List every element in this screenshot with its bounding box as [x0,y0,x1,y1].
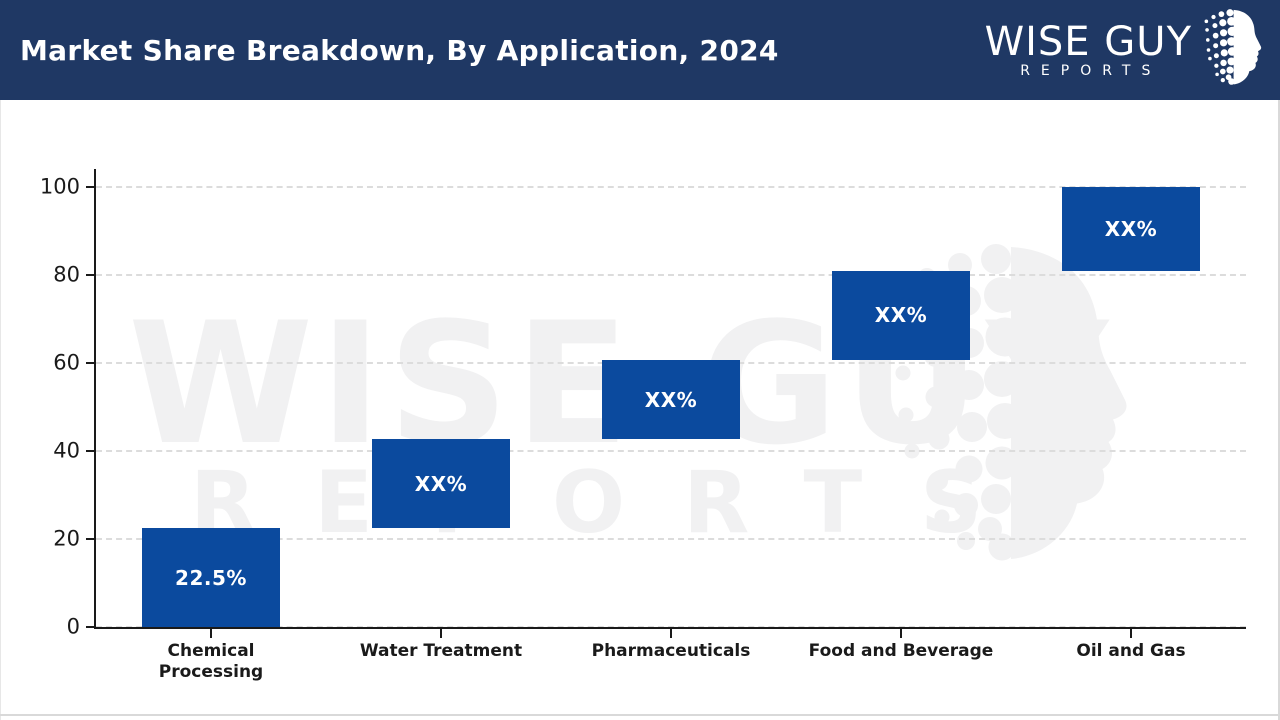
y-gridline [96,538,1246,540]
bar-value-label: XX% [1104,217,1158,242]
bar-value-label: XX% [644,387,698,412]
y-tick-label: 40 [53,438,80,463]
x-tick-mark [900,629,902,638]
bar-chemical-processing: 22.5% [142,528,280,627]
logo-wordmark: WISE GUY [984,19,1192,65]
y-tick-label: 60 [53,350,80,375]
bar-water-treatment: XX% [372,439,510,528]
x-axis-spine [94,627,1246,629]
y-tick-mark [86,274,94,276]
y-tick-label: 80 [53,262,80,287]
logo-subtext: REPORTS [1020,63,1162,79]
x-axis-label: Oil and Gas [1076,641,1186,661]
page-title: Market Share Breakdown, By Application, … [20,33,779,67]
x-tick-mark [670,629,672,638]
y-tick-mark [86,626,94,628]
logo-text: WISE GUY REPORTS [985,22,1192,78]
card-left-border [0,100,1,720]
bar-oil-and-gas: XX% [1062,187,1200,272]
x-axis-label: Chemical Processing [158,641,264,683]
y-tick-label: 100 [39,174,80,199]
card-right-border [1278,100,1280,720]
y-tick-mark [86,362,94,364]
bar-value-label: XX% [414,471,468,496]
bar-value-label: XX% [874,303,928,328]
y-tick-mark [86,450,94,452]
y-tick-mark [86,538,94,540]
dotted-head-logo-icon [1194,7,1266,93]
y-tick-label: 0 [66,614,80,639]
x-axis-label: Pharmaceuticals [591,641,751,661]
y-gridline [96,450,1246,452]
x-tick-mark [210,629,212,638]
y-axis-spine [94,169,96,629]
bar-pharmaceuticals: XX% [602,359,740,440]
y-gridline [96,274,1246,276]
header-bar: Market Share Breakdown, By Application, … [0,0,1280,100]
x-axis-label: Food and Beverage [808,641,994,661]
y-gridline [96,186,1246,188]
wise-guy-reports-logo: WISE GUY REPORTS [985,7,1280,93]
card-bottom-border [0,714,1280,716]
x-tick-mark [1130,629,1132,638]
bar-food-and-beverage: XX% [832,271,970,360]
y-tick-mark [86,186,94,188]
bar-value-label: 22.5% [175,565,247,590]
x-axis-label: Water Treatment [359,641,523,661]
x-tick-mark [440,629,442,638]
chart-card: WISE GUY REPORTS 0 20 40 60 80 100 22.5% Chemic… [0,100,1280,720]
waterfall-chart: 0 20 40 60 80 100 22.5% Chemical Processing XX% W… [0,100,1280,720]
y-tick-label: 20 [53,526,80,551]
